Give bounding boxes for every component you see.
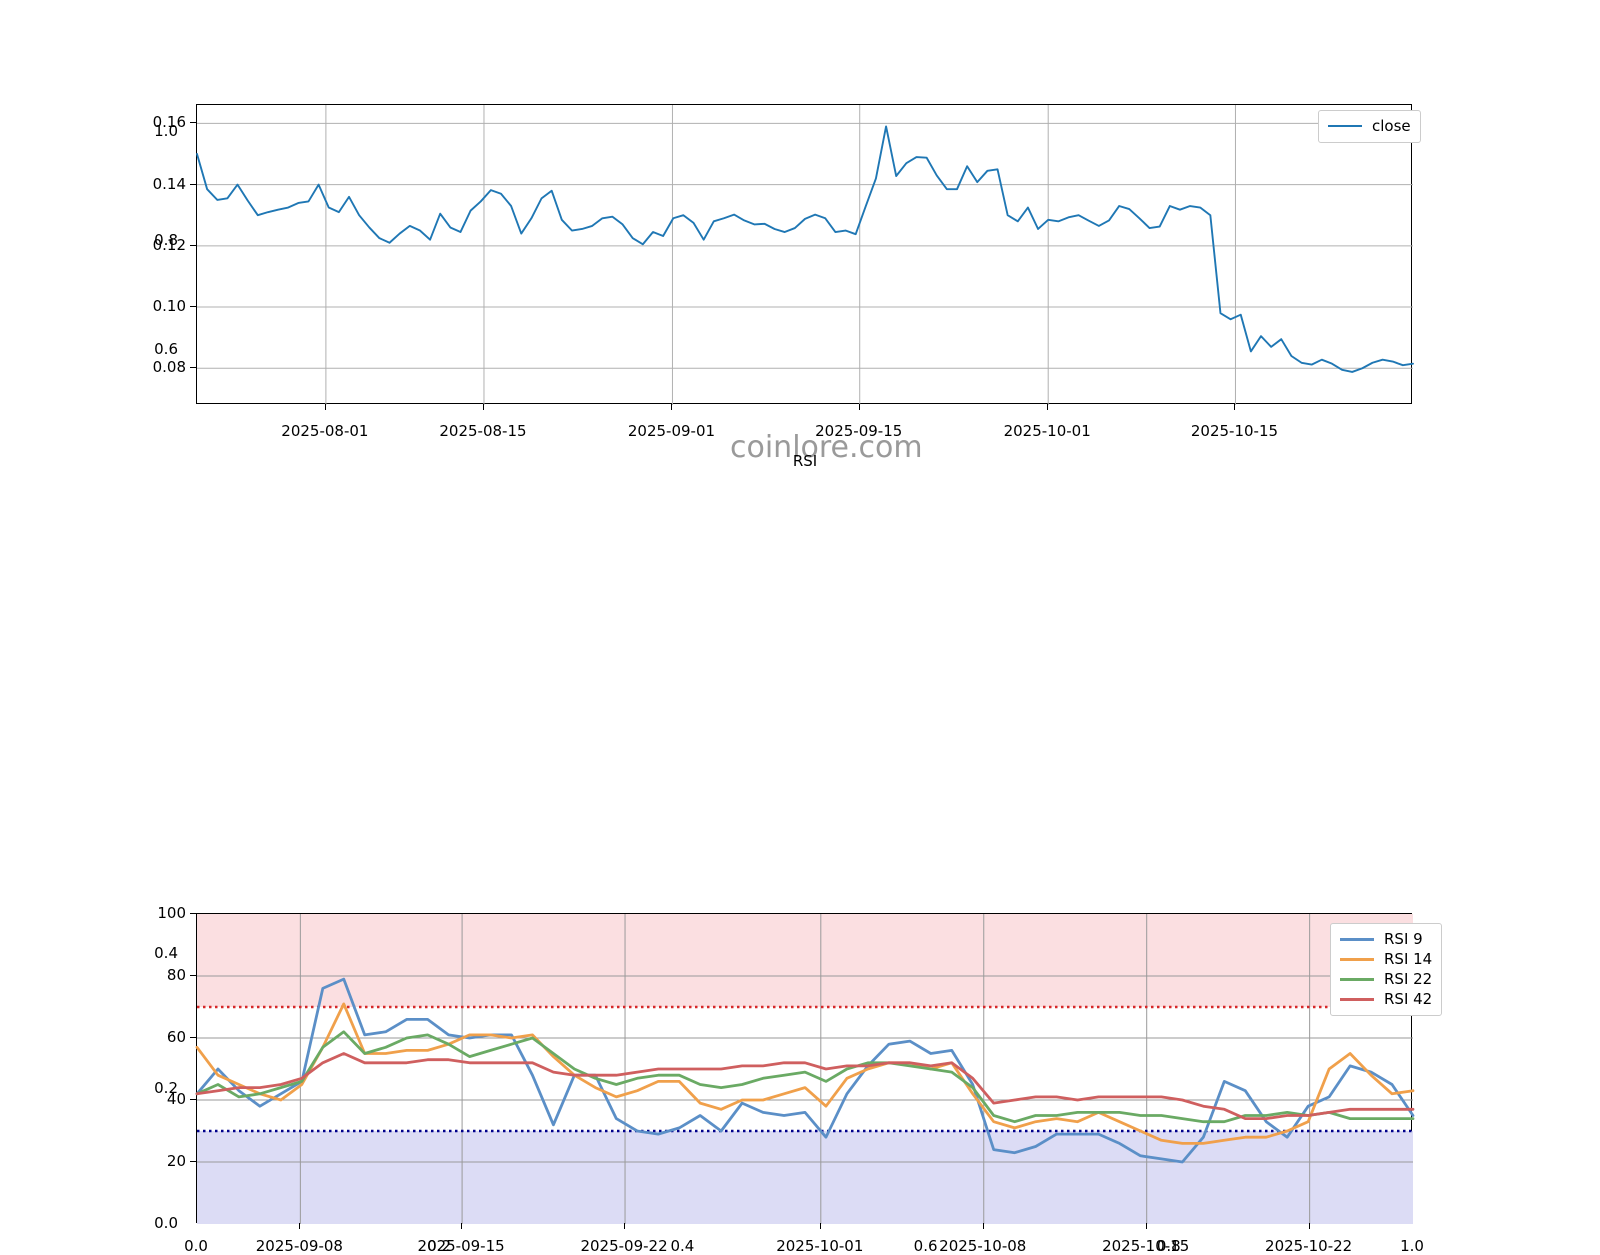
rsi-secondary-x-tick: 0.4 bbox=[670, 1237, 695, 1255]
rsi-y-tick: 20 bbox=[166, 1152, 186, 1170]
rsi-y-tick: 60 bbox=[166, 1028, 186, 1046]
price-y-tick-mark bbox=[190, 367, 196, 369]
price-series-close bbox=[196, 125, 1414, 373]
price-x-tick-mark bbox=[324, 404, 326, 410]
legend-line-swatch-icon bbox=[1340, 977, 1374, 981]
price-x-tick-mark bbox=[671, 404, 673, 410]
rsi-x-tick-mark bbox=[624, 1223, 626, 1229]
price-legend-label: close bbox=[1372, 117, 1411, 135]
price-x-tick-mark bbox=[858, 404, 860, 410]
price-x-tick: 2025-09-01 bbox=[627, 422, 716, 440]
price-secondary-y-tick: 0.8 bbox=[154, 231, 178, 250]
rsi-y-tick-mark bbox=[190, 1099, 196, 1100]
rsi-secondary-y-tick: 0.2 bbox=[154, 1079, 178, 1098]
rsi-series-rsi-42 bbox=[195, 1052, 1415, 1120]
rsi-overbought-band bbox=[197, 914, 1413, 1007]
legend-line-swatch-icon bbox=[1340, 997, 1374, 1001]
rsi-y-tick-mark bbox=[190, 1161, 196, 1162]
rsi-secondary-x-tick: 0.0 bbox=[184, 1237, 208, 1255]
price-y-tick: 0.12 bbox=[152, 235, 186, 254]
price-y-tick-mark bbox=[190, 306, 196, 308]
price-x-tick: 2025-10-15 bbox=[1190, 422, 1279, 440]
rsi-x-tick: 2025-10-22 bbox=[1265, 1237, 1353, 1255]
rsi-secondary-y-tick: 0.4 bbox=[154, 944, 178, 963]
rsi-chart-panel: 100 80 60 40 20 0.4 0.2 0.0 2025-09-08 2025-09-… bbox=[0, 440, 1600, 1255]
rsi-legend-label: RSI 22 bbox=[1384, 970, 1433, 988]
legend-line-swatch-icon bbox=[1328, 125, 1362, 127]
price-y-tick: 0.16 bbox=[152, 113, 186, 132]
price-x-tick: 2025-08-01 bbox=[281, 422, 369, 440]
price-x-tick: 2025-10-01 bbox=[1003, 422, 1091, 440]
rsi-legend-item[interactable]: RSI 9 bbox=[1340, 929, 1432, 949]
legend-line-swatch-icon bbox=[1340, 957, 1374, 961]
rsi-y-tick: 80 bbox=[166, 966, 186, 984]
rsi-secondary-x-tick: 1.0 bbox=[1400, 1237, 1424, 1255]
price-y-tick: 0.10 bbox=[152, 297, 186, 316]
rsi-x-tick-mark bbox=[982, 1223, 984, 1229]
price-legend-item[interactable]: close bbox=[1328, 116, 1411, 136]
rsi-title: RSI bbox=[792, 452, 818, 470]
legend-line-swatch-icon bbox=[1340, 937, 1374, 941]
rsi-x-tick: 2025-09-08 bbox=[255, 1237, 343, 1255]
price-x-tick: 2025-08-15 bbox=[439, 422, 527, 440]
price-x-tick-mark bbox=[1234, 404, 1236, 410]
rsi-secondary-y-tick: 0.0 bbox=[154, 1214, 178, 1232]
price-y-tick-mark bbox=[190, 122, 196, 124]
rsi-oversold-band bbox=[197, 1131, 1413, 1224]
rsi-x-tick: 2025-10-08 bbox=[939, 1237, 1027, 1255]
rsi-x-tick-mark bbox=[299, 1223, 301, 1229]
rsi-series-rsi-14 bbox=[195, 1002, 1415, 1145]
rsi-legend-item[interactable]: RSI 14 bbox=[1340, 949, 1432, 969]
price-plot-svg bbox=[196, 105, 1414, 405]
rsi-y-tick-mark bbox=[190, 1037, 196, 1038]
price-legend[interactable]: close bbox=[1318, 110, 1421, 143]
rsi-secondary-x-tick: 0.6 bbox=[913, 1237, 938, 1255]
rsi-x-tick: 2025-10-01 bbox=[776, 1237, 864, 1255]
price-secondary-y-tick: 0.6 bbox=[154, 340, 178, 359]
rsi-plot-svg bbox=[195, 914, 1415, 1224]
rsi-x-tick-mark bbox=[1308, 1223, 1310, 1229]
rsi-plot-area bbox=[195, 913, 1415, 1224]
rsi-legend-item[interactable]: RSI 42 bbox=[1340, 989, 1432, 1009]
rsi-legend[interactable]: RSI 9 RSI 14 RSI 22 RSI 42 bbox=[1330, 923, 1443, 1016]
rsi-x-tick-mark bbox=[819, 1223, 821, 1229]
price-y-tick-mark bbox=[190, 244, 196, 246]
rsi-legend-label: RSI 9 bbox=[1384, 930, 1423, 948]
price-x-tick-mark bbox=[1047, 404, 1049, 410]
rsi-secondary-x-tick: 0.2 bbox=[427, 1237, 452, 1255]
rsi-y-tick-mark bbox=[190, 975, 196, 976]
price-secondary-y-tick: 1.0 bbox=[154, 122, 178, 141]
price-x-tick-mark bbox=[482, 404, 484, 410]
price-y-tick: 0.08 bbox=[152, 358, 186, 377]
rsi-y-tick-mark bbox=[190, 913, 196, 914]
rsi-x-tick-mark bbox=[1145, 1223, 1147, 1229]
price-x-tick: 2025-09-15 bbox=[815, 422, 903, 440]
rsi-x-tick-mark bbox=[461, 1223, 463, 1229]
rsi-legend-item[interactable]: RSI 22 bbox=[1340, 969, 1432, 989]
rsi-secondary-x-tick: 0.8 bbox=[1156, 1237, 1181, 1255]
price-chart-panel: 0.16 0.14 0.12 0.10 0.08 1.0 0.8 0.6 2025-08-0… bbox=[0, 0, 1600, 460]
rsi-legend-label: RSI 42 bbox=[1384, 990, 1433, 1008]
rsi-series-rsi-22 bbox=[195, 1030, 1415, 1124]
price-y-tick-mark bbox=[190, 183, 196, 185]
price-y-tick: 0.14 bbox=[152, 174, 186, 193]
rsi-y-tick: 100 bbox=[157, 904, 186, 922]
rsi-legend-label: RSI 14 bbox=[1384, 950, 1433, 968]
price-plot-area bbox=[196, 104, 1414, 405]
rsi-x-tick: 2025-09-22 bbox=[580, 1237, 668, 1255]
watermark: coinlore.com bbox=[730, 430, 923, 465]
